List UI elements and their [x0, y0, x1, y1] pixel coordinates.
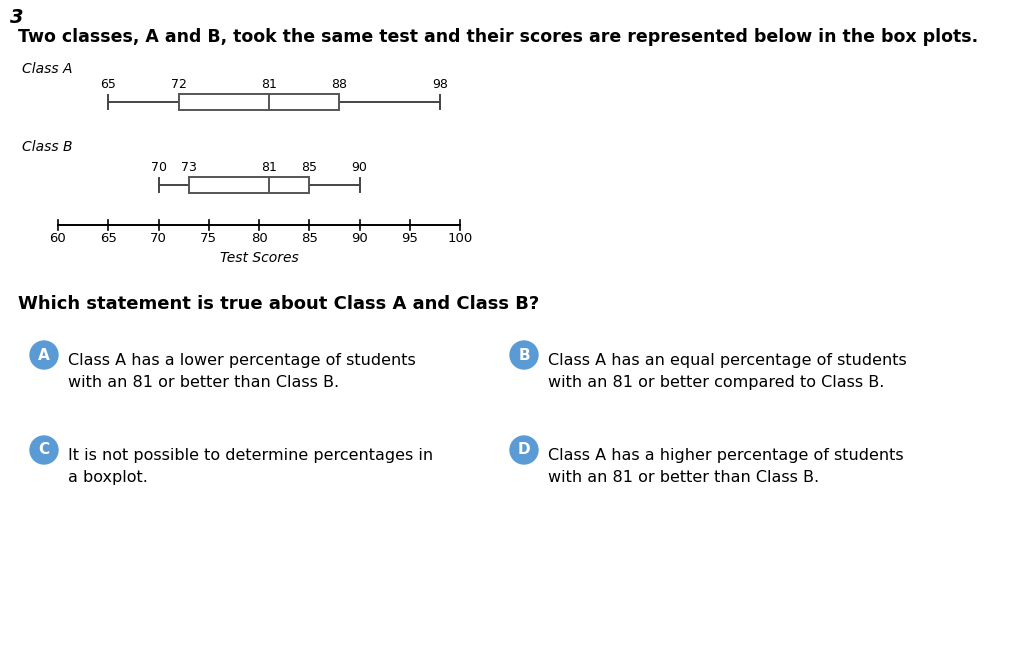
Circle shape: [30, 436, 58, 464]
Text: C: C: [39, 442, 49, 457]
Text: 85: 85: [301, 161, 317, 174]
Text: Class B: Class B: [22, 140, 73, 154]
Text: 3: 3: [10, 8, 24, 27]
Text: 70: 70: [151, 232, 167, 245]
Text: It is not possible to determine percentages in
a boxplot.: It is not possible to determine percenta…: [68, 448, 433, 485]
Circle shape: [510, 341, 538, 369]
Text: 81: 81: [261, 78, 276, 91]
Text: Class A has a lower percentage of students
with an 81 or better than Class B.: Class A has a lower percentage of studen…: [68, 353, 416, 390]
Text: 85: 85: [301, 232, 317, 245]
Text: 95: 95: [401, 232, 418, 245]
Bar: [178, 94, 339, 110]
Text: A: A: [38, 348, 50, 362]
Text: Class A has a higher percentage of students
with an 81 or better than Class B.: Class A has a higher percentage of stude…: [548, 448, 903, 485]
Text: 72: 72: [171, 78, 186, 91]
Text: 81: 81: [261, 161, 276, 174]
Text: 65: 65: [99, 232, 117, 245]
Text: Two classes, A and B, took the same test and their scores are represented below : Two classes, A and B, took the same test…: [18, 28, 978, 46]
Text: 73: 73: [180, 161, 197, 174]
Text: 75: 75: [201, 232, 217, 245]
Text: B: B: [518, 348, 529, 362]
Text: Test Scores: Test Scores: [219, 251, 298, 265]
Bar: [188, 177, 309, 193]
Text: 100: 100: [447, 232, 473, 245]
Text: D: D: [518, 442, 530, 457]
Text: 70: 70: [151, 161, 167, 174]
Text: 88: 88: [332, 78, 347, 91]
Text: 98: 98: [432, 78, 447, 91]
Text: Class A has an equal percentage of students
with an 81 or better compared to Cla: Class A has an equal percentage of stude…: [548, 353, 906, 390]
Circle shape: [510, 436, 538, 464]
Text: 90: 90: [351, 161, 368, 174]
Text: 60: 60: [49, 232, 67, 245]
Text: 65: 65: [100, 78, 116, 91]
Text: Class A: Class A: [22, 62, 73, 76]
Text: Which statement is true about Class A and Class B?: Which statement is true about Class A an…: [18, 295, 540, 313]
Text: 80: 80: [251, 232, 267, 245]
Text: 90: 90: [351, 232, 368, 245]
Circle shape: [30, 341, 58, 369]
